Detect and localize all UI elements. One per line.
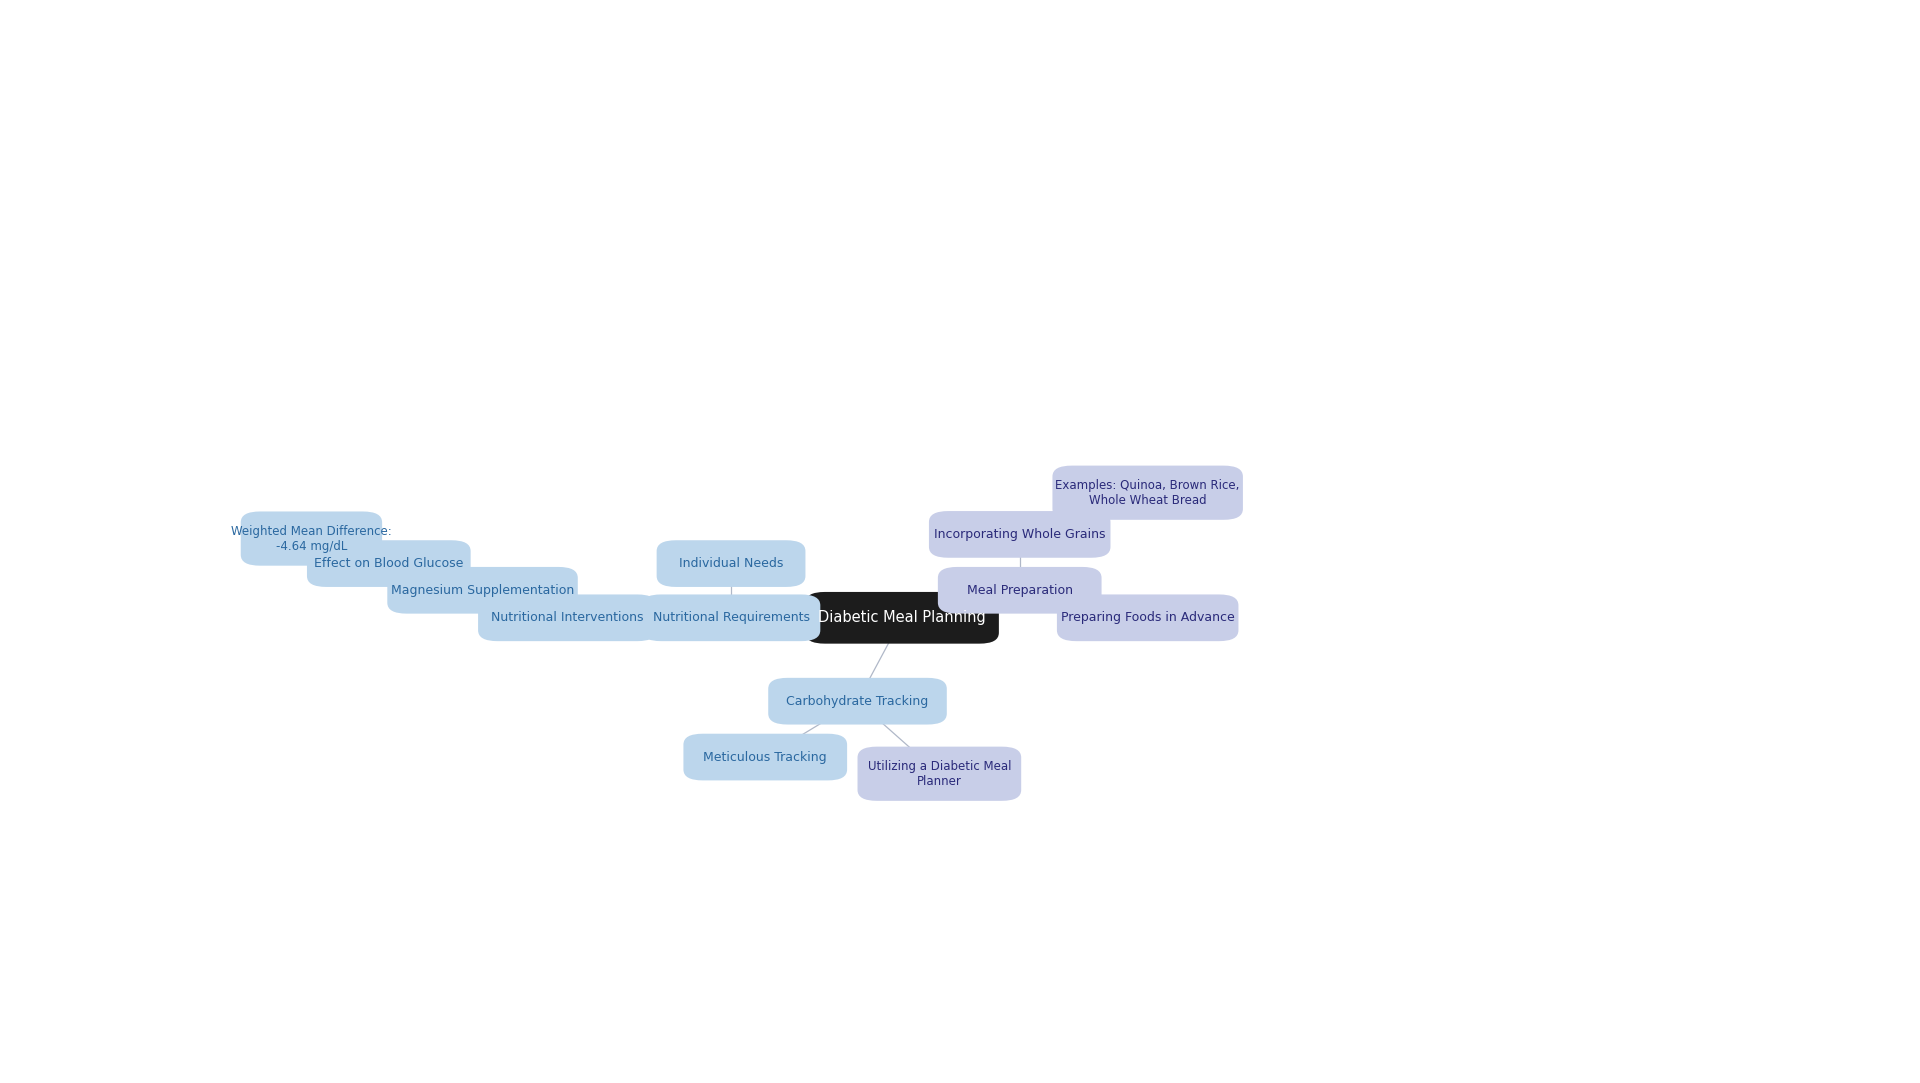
Text: Weighted Mean Difference:
-4.64 mg/dL: Weighted Mean Difference: -4.64 mg/dL [230, 524, 392, 552]
FancyBboxPatch shape [937, 566, 1102, 614]
Text: Meal Preparation: Meal Preparation [966, 584, 1073, 597]
FancyBboxPatch shape [768, 678, 947, 725]
FancyBboxPatch shape [478, 595, 657, 641]
Text: Incorporating Whole Grains: Incorporating Whole Grains [933, 527, 1106, 540]
FancyBboxPatch shape [1052, 466, 1242, 520]
FancyBboxPatch shape [388, 566, 578, 614]
Text: Magnesium Supplementation: Magnesium Supplementation [392, 584, 574, 597]
FancyBboxPatch shape [1056, 595, 1238, 641]
Text: Examples: Quinoa, Brown Rice,
Whole Wheat Bread: Examples: Quinoa, Brown Rice, Whole Whea… [1056, 479, 1240, 507]
Text: Nutritional Requirements: Nutritional Requirements [653, 611, 810, 624]
FancyBboxPatch shape [684, 733, 847, 781]
FancyBboxPatch shape [858, 746, 1021, 800]
FancyBboxPatch shape [307, 540, 470, 587]
FancyBboxPatch shape [929, 511, 1110, 558]
Text: Utilizing a Diabetic Meal
Planner: Utilizing a Diabetic Meal Planner [868, 760, 1012, 787]
FancyBboxPatch shape [641, 595, 820, 641]
Text: Effect on Blood Glucose: Effect on Blood Glucose [315, 557, 463, 570]
Text: Preparing Foods in Advance: Preparing Foods in Advance [1062, 611, 1235, 624]
Text: Meticulous Tracking: Meticulous Tracking [703, 751, 828, 764]
Text: Carbohydrate Tracking: Carbohydrate Tracking [787, 694, 929, 707]
Text: Diabetic Meal Planning: Diabetic Meal Planning [818, 611, 987, 625]
Text: Nutritional Interventions: Nutritional Interventions [492, 611, 643, 624]
FancyBboxPatch shape [657, 540, 806, 587]
FancyBboxPatch shape [806, 592, 998, 643]
Text: Individual Needs: Individual Needs [680, 557, 783, 570]
FancyBboxPatch shape [240, 511, 382, 565]
